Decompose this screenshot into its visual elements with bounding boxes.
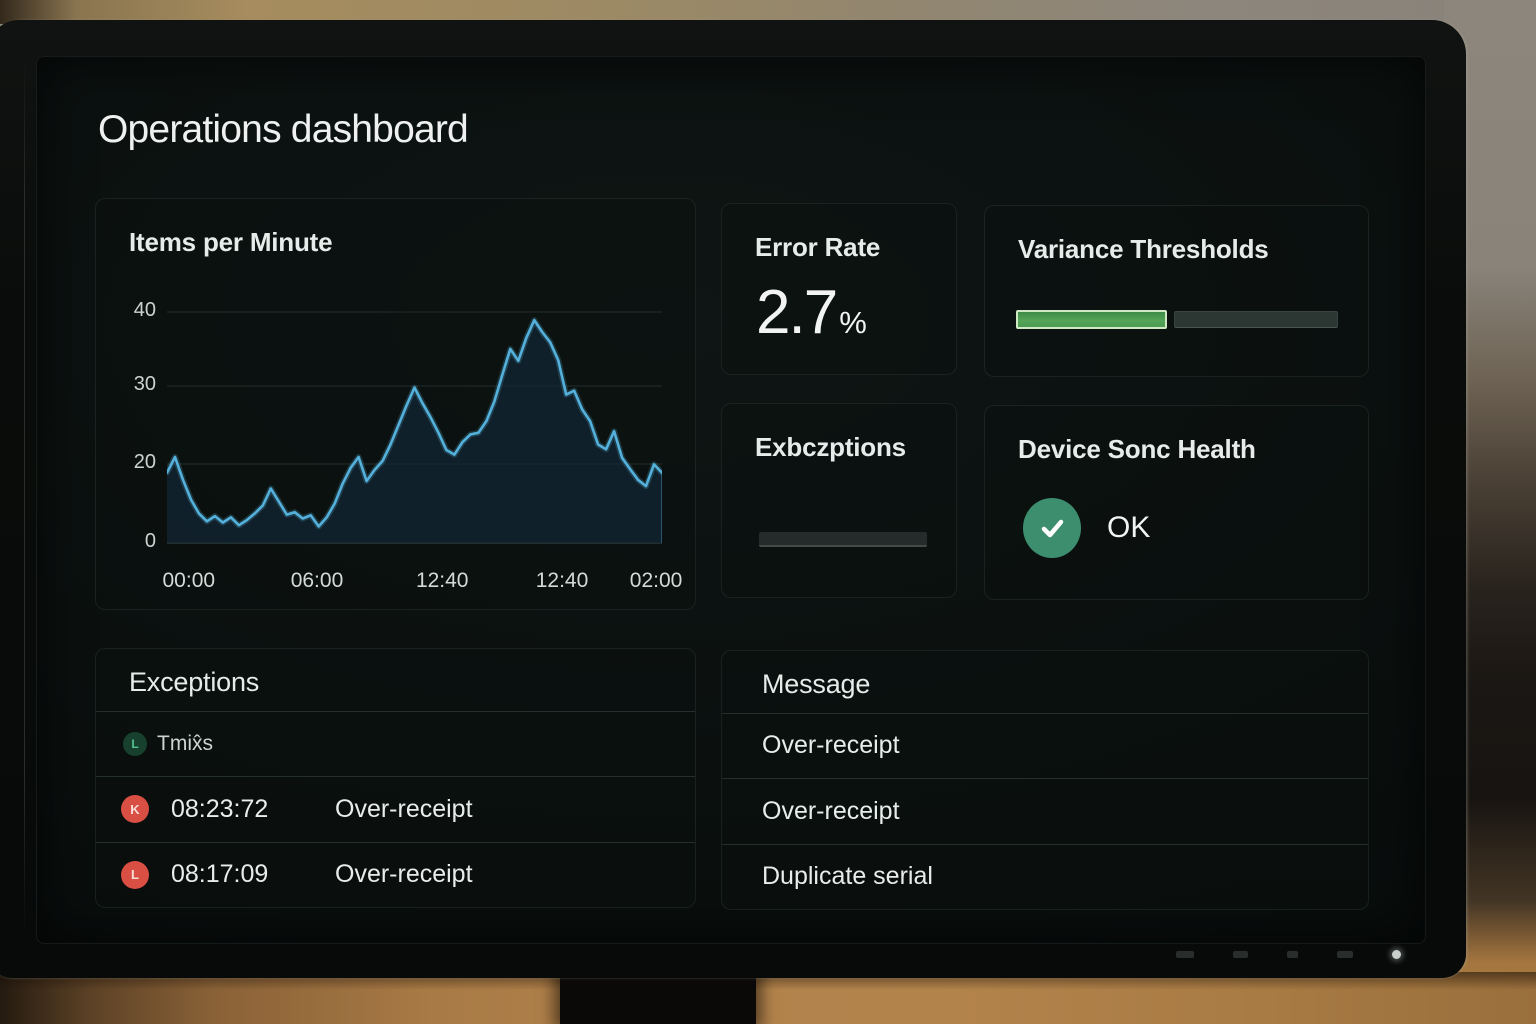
exceptions-mini-card: Exbczptions [721,403,957,598]
message-table-title: Message [762,669,871,700]
table-row: Over-receipt [722,712,1368,779]
y-tick-label: 40 [133,299,156,321]
y-tick-label: 30 [133,373,156,395]
exceptions-mini-bar [759,532,927,547]
page-title: Operations dashboard [98,108,469,151]
error-rate-value: 2.7 % [722,263,956,348]
device-sync-health-card: Device Sonc Health OK [984,405,1369,600]
variance-thresholds-title: Variance Thresholds [1018,234,1269,264]
table-row: L 08:17:09 Over-receipt [96,841,695,908]
power-led[interactable] [1392,950,1401,959]
items-per-minute-chart: 40 30 20 0 00:00 06:00 12:40 12:40 02:00 [96,199,695,609]
table-row: L Tmix̂s [96,710,695,777]
message-table-header: Message [722,651,1368,713]
exceptions-mini-title: Exbczptions [755,432,906,462]
exception-time: 08:17:09 [171,860,269,889]
message-text: Over-receipt [762,731,900,760]
table-row: K 08:23:72 Over-receipt [96,776,695,842]
monitor: Operations dashboard Items per Minute 40… [0,20,1466,978]
status-badge-red: K [121,795,149,824]
variance-progress-track [1174,311,1338,328]
x-tick-label: 00:00 [162,569,216,592]
desk-surface [0,972,1536,1024]
message-table-card: Message Over-receipt Over-receipt Duplic… [721,650,1369,910]
exception-time: 08:23:72 [171,794,269,823]
status-badge-green: L [123,731,147,756]
variance-progress-bar [1016,310,1338,329]
exceptions-table-header: Exceptions [96,649,695,711]
exceptions-table-title: Exceptions [129,667,260,698]
x-tick-label: 12:40 [535,569,589,592]
message-text: Over-receipt [762,796,900,825]
chart-x-axis-labels: 00:00 06:00 12:40 12:40 02:00 [163,569,683,595]
error-rate-title: Error Rate [755,232,881,262]
exception-message: Tmix̂s [157,731,213,755]
x-tick-label: 02:00 [629,569,683,592]
osd-button-3[interactable] [1287,951,1298,958]
chart-plot-area [167,311,662,544]
y-tick-label: 0 [144,530,156,552]
health-status-row: OK [1023,498,1150,558]
table-row: Over-receipt [722,778,1368,844]
error-rate-number: 2.7 [756,278,838,347]
device-sync-health-title: Device Sonc Health [1018,434,1256,464]
error-rate-card: Error Rate 2.7 % [721,203,957,375]
dashboard-screen: Operations dashboard Items per Minute 40… [36,56,1426,944]
health-status: OK [1107,511,1151,544]
exception-message: Over-receipt [335,794,473,823]
chart-y-axis-labels: 40 30 20 0 [96,295,156,553]
monitor-osd-buttons [1176,950,1401,959]
variance-progress-fill [1016,310,1167,329]
exception-message: Over-receipt [335,860,473,889]
variance-thresholds-card: Variance Thresholds [984,205,1369,377]
error-rate-unit: % [839,305,867,340]
message-text: Duplicate serial [762,862,933,891]
check-circle-icon [1023,498,1081,558]
osd-button-2[interactable] [1233,951,1248,958]
items-per-minute-card: Items per Minute 40 30 20 0 00:00 06:00 12:40… [95,198,696,610]
exceptions-table-card: Exceptions L Tmix̂s K 08:23:72 Over-rece… [95,648,696,908]
osd-button-4[interactable] [1337,951,1353,958]
status-badge-red: L [121,860,149,889]
items-per-minute-title: Items per Minute [129,227,333,257]
osd-button-1[interactable] [1176,951,1194,958]
y-tick-label: 20 [133,451,156,473]
x-tick-label: 06:00 [290,569,344,592]
table-row: Duplicate serial [722,843,1368,910]
x-tick-label: 12:40 [415,569,469,592]
